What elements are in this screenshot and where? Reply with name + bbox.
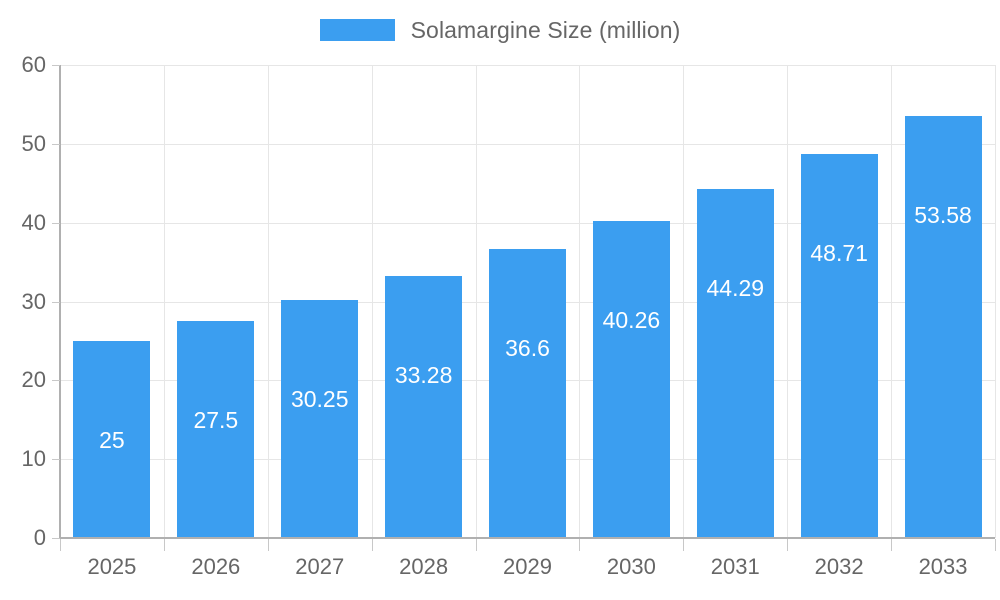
x-axis-tick	[683, 539, 684, 551]
y-axis-tick	[52, 538, 60, 539]
x-axis-tick-label-2027: 2027	[295, 554, 345, 579]
gridline-vertical	[891, 65, 892, 538]
x-axis-tick	[476, 539, 477, 551]
y-axis-tick-label: 60	[21, 52, 46, 77]
x-axis-line	[59, 537, 995, 539]
y-axis-tick-label: 30	[21, 288, 46, 314]
gridline-vertical	[683, 65, 684, 538]
legend-swatch-solamargine-size[interactable]	[319, 19, 395, 41]
y-axis-tick	[52, 65, 60, 66]
x-axis-tick	[372, 539, 373, 551]
gridline-horizontal	[60, 65, 995, 66]
bar-2030[interactable]	[592, 220, 670, 538]
y-axis-tick-label: 50	[21, 130, 46, 156]
y-axis-tick	[52, 301, 60, 303]
bar-2031[interactable]	[696, 188, 774, 538]
chart-legend: Solamargine Size (million)	[0, 8, 1000, 52]
bar-2032[interactable]	[800, 154, 878, 538]
bar-value-label-2031: 44.29	[706, 274, 765, 301]
x-axis-tick-label-2025: 2025	[87, 554, 137, 579]
x-axis-tick-label-2031: 2031	[710, 554, 760, 579]
bar-value-label-2030: 40.26	[602, 306, 661, 333]
gridline-vertical	[268, 65, 269, 538]
x-axis-tick	[60, 539, 61, 551]
x-axis-tick-label-2028: 2028	[399, 554, 449, 579]
x-axis-tick-label-2029: 2029	[503, 554, 552, 579]
bar-2029[interactable]	[489, 249, 566, 538]
x-axis-tick-label-2033: 2033	[918, 554, 968, 579]
x-axis-tick	[995, 539, 996, 551]
y-axis-tick-label: 0	[33, 525, 46, 550]
bar-2028[interactable]	[385, 275, 463, 538]
gridline-vertical	[787, 65, 788, 538]
bar-value-label-2026: 27.5	[193, 407, 239, 434]
y-axis-tick-label: 10	[21, 446, 46, 472]
x-axis-tick-label-2030: 2030	[606, 554, 656, 579]
gridline-vertical	[995, 65, 996, 538]
x-axis-tick	[164, 539, 165, 551]
y-axis-tick-label: 20	[21, 367, 46, 393]
y-axis-tick	[52, 459, 60, 461]
y-axis-line	[59, 65, 61, 539]
x-axis-tick-label-2032: 2032	[814, 554, 864, 579]
bar-2025[interactable]	[73, 340, 151, 538]
bar-value-label-2028: 33.28	[394, 361, 453, 388]
gridline-vertical	[164, 65, 165, 538]
bar-value-label-2027: 30.25	[290, 385, 349, 412]
bar-2027[interactable]	[281, 299, 359, 538]
gridline-horizontal	[60, 143, 995, 145]
x-axis-tick-label-2026: 2026	[191, 554, 241, 579]
legend-label-solamargine-size[interactable]: Solamargine Size (million)	[410, 16, 681, 43]
gridline-vertical	[476, 65, 477, 538]
gridline-vertical	[579, 65, 580, 538]
bar-value-label-2033: 53.58	[914, 201, 972, 228]
y-axis-tick-label: 40	[21, 209, 46, 235]
bar-2033[interactable]	[904, 115, 982, 538]
plot-area: 25 27.5 30.25 33.28 36.6 40.26 44.29 48.71 53.58	[60, 65, 996, 539]
x-axis-tick	[579, 539, 580, 551]
bar-value-label-2029: 36.6	[505, 335, 550, 362]
bar-value-label-2025: 25	[99, 426, 125, 453]
y-axis-tick	[52, 222, 60, 224]
x-axis-tick	[787, 539, 788, 551]
bar-2026[interactable]	[177, 321, 255, 538]
x-axis-tick	[268, 539, 269, 551]
bar-value-label-2032: 48.71	[810, 240, 868, 266]
y-axis-tick	[52, 380, 60, 382]
gridline-vertical	[372, 65, 373, 538]
y-axis-tick	[52, 143, 60, 145]
x-axis-tick	[891, 539, 892, 551]
gridline-horizontal	[60, 222, 995, 224]
